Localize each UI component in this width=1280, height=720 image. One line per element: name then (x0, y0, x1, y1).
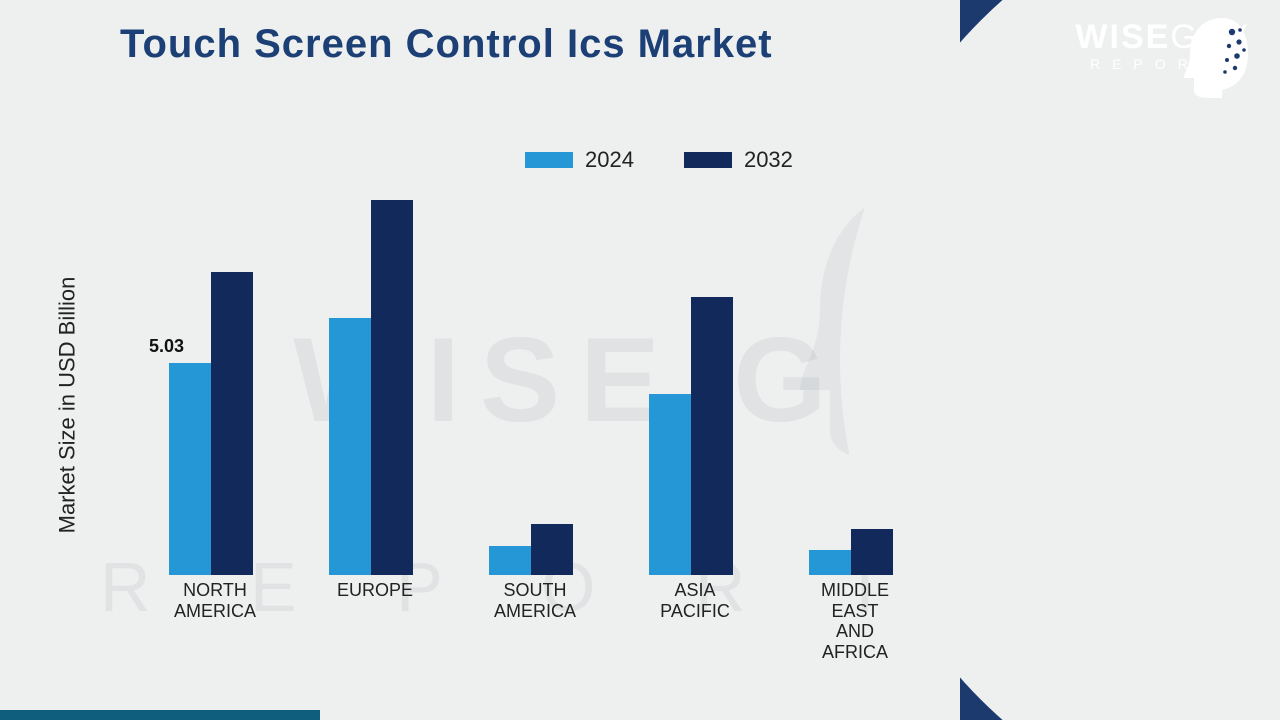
bar-value-label: 5.03 (149, 336, 184, 357)
brand-word-wise: WISE (1075, 18, 1170, 56)
brand-head-icon (1182, 16, 1252, 100)
x-axis-label: ASIA PACIFIC (625, 580, 765, 621)
x-axis-label: SOUTH AMERICA (465, 580, 605, 621)
bar-series-2024 (169, 363, 211, 575)
legend-label-2024: 2024 (585, 147, 634, 173)
bar-series-2032 (371, 200, 413, 575)
bar-chart: Market Size in USD Billion 2024 2032 5.0… (55, 155, 935, 695)
legend-item-2032: 2032 (684, 147, 793, 173)
bottom-accent-bar (0, 710, 320, 720)
bar-series-2032 (211, 272, 253, 575)
x-axis-label: MIDDLE EAST AND AFRICA (785, 580, 925, 663)
legend-swatch-2024 (525, 152, 573, 168)
bar-series-2024 (329, 318, 371, 575)
bar-series-2032 (531, 524, 573, 575)
stage: Touch Screen Control Ics Market WISE GUY… (0, 0, 1280, 720)
legend-item-2024: 2024 (525, 147, 634, 173)
bar-series-2032 (851, 529, 893, 575)
legend: 2024 2032 (525, 147, 793, 173)
bar-series-2024 (649, 394, 691, 575)
bar-series-2024 (809, 550, 851, 575)
plot-area: 5.03 (115, 175, 915, 575)
x-axis-label: NORTH AMERICA (145, 580, 285, 621)
x-axis-label: EUROPE (305, 580, 445, 601)
chart-title: Touch Screen Control Ics Market (120, 22, 773, 67)
bar-series-2024 (489, 546, 531, 575)
legend-swatch-2032 (684, 152, 732, 168)
bar-series-2032 (691, 297, 733, 575)
y-axis-label-text: Market Size in USD Billion (54, 277, 80, 534)
y-axis-label: Market Size in USD Billion (55, 195, 79, 615)
legend-label-2032: 2032 (744, 147, 793, 173)
brand-logo: WISEGUY REPORTS (1075, 20, 1250, 72)
